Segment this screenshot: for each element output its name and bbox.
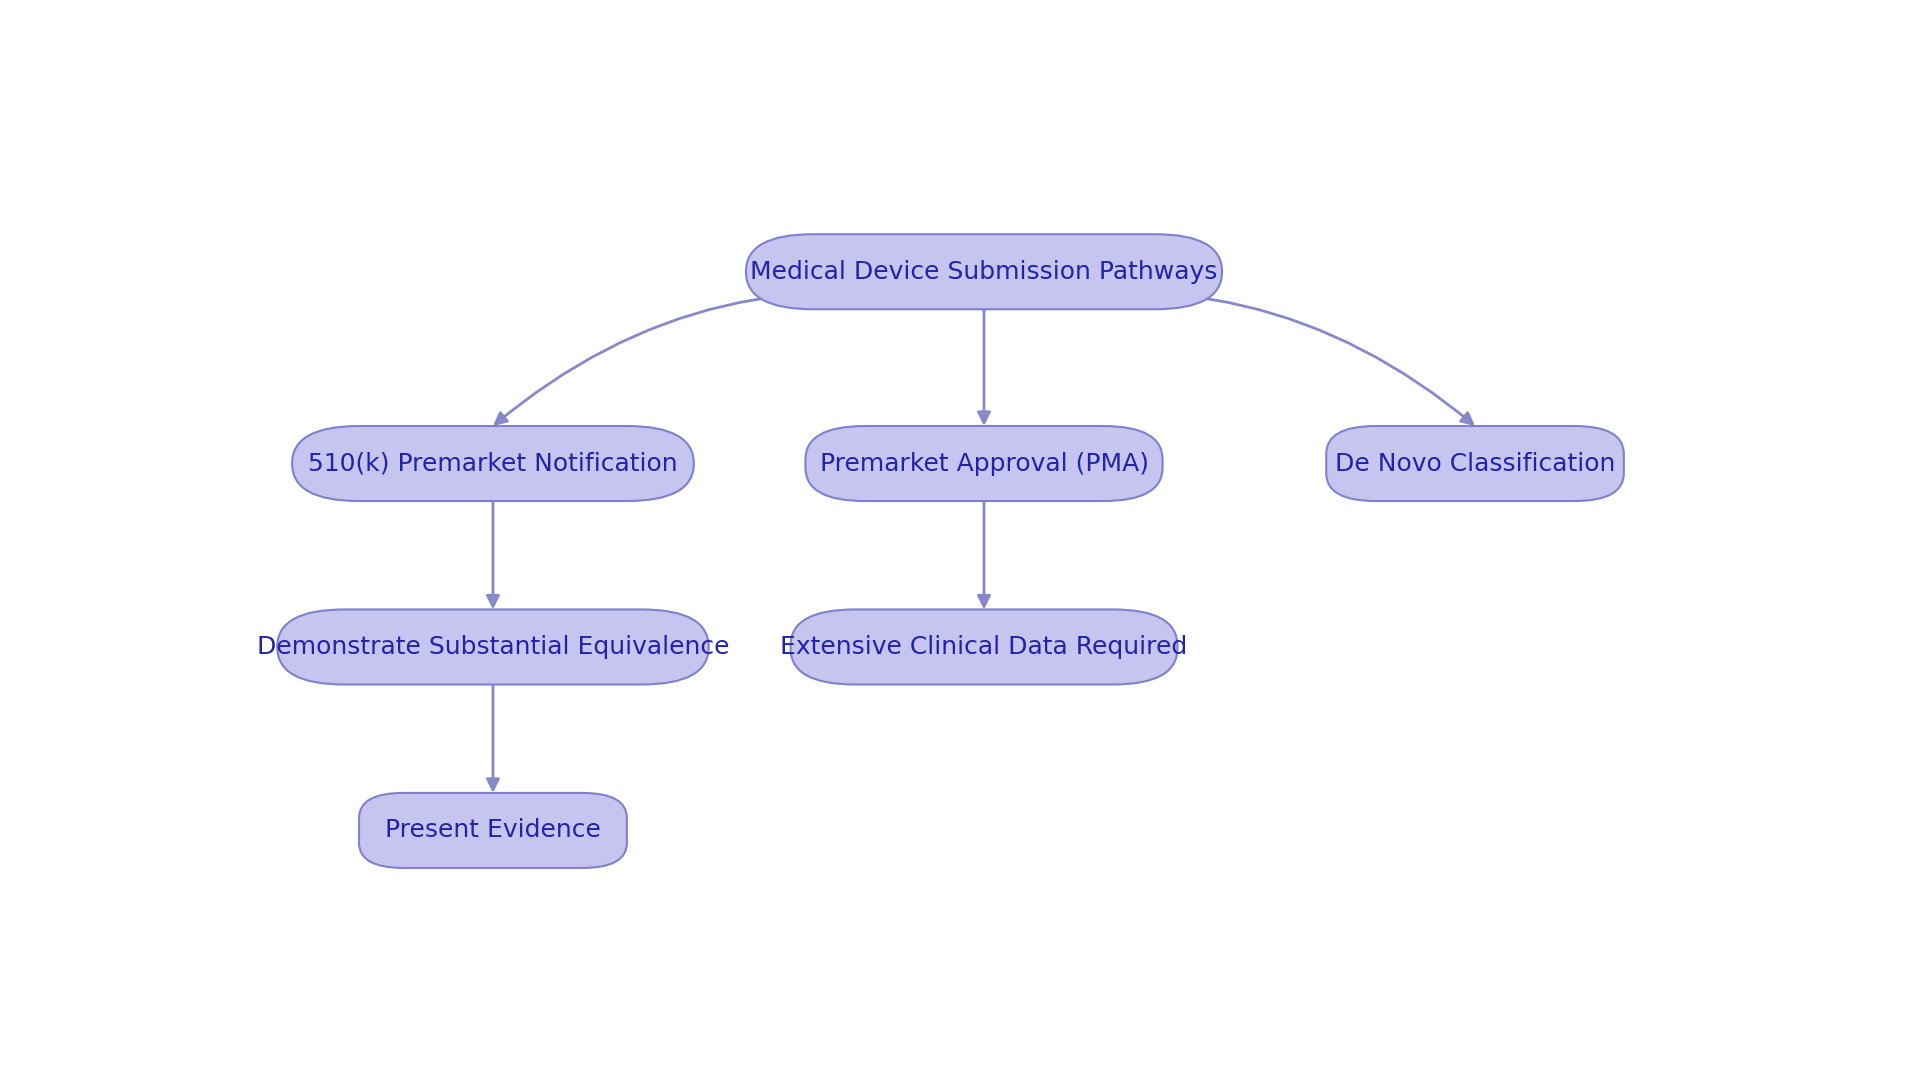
FancyBboxPatch shape <box>292 426 693 501</box>
Text: Extensive Clinical Data Required: Extensive Clinical Data Required <box>780 635 1188 658</box>
FancyBboxPatch shape <box>806 426 1162 501</box>
Text: Demonstrate Substantial Equivalence: Demonstrate Substantial Equivalence <box>257 635 730 658</box>
FancyBboxPatch shape <box>1327 426 1624 501</box>
Text: De Novo Classification: De Novo Classification <box>1334 452 1615 475</box>
Text: 510(k) Premarket Notification: 510(k) Premarket Notification <box>307 452 678 475</box>
FancyBboxPatch shape <box>791 610 1177 684</box>
Text: Premarket Approval (PMA): Premarket Approval (PMA) <box>820 452 1148 475</box>
FancyBboxPatch shape <box>745 234 1221 310</box>
FancyBboxPatch shape <box>359 793 626 867</box>
FancyBboxPatch shape <box>276 610 708 684</box>
Text: Medical Device Submission Pathways: Medical Device Submission Pathways <box>751 260 1217 284</box>
Text: Present Evidence: Present Evidence <box>386 819 601 843</box>
